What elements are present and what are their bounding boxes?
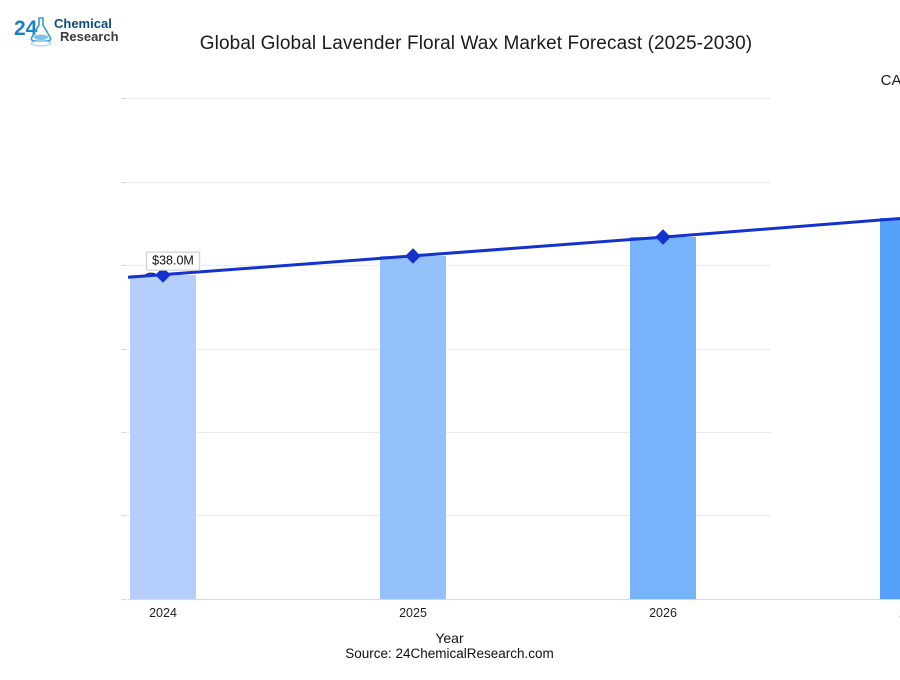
x-axis-tick-label-2024: 2024 (149, 606, 177, 620)
gridline (128, 515, 771, 517)
gridline (128, 431, 771, 433)
y-axis-tick-mark (121, 515, 127, 517)
x-axis-tick-label-2026: 2026 (649, 606, 677, 620)
bar-2027[interactable] (880, 217, 900, 599)
source-note: Source: 24ChemicalResearch.com (345, 646, 554, 661)
y-axis-tick-mark (121, 348, 127, 350)
plot-area: Market Size (USD Million) $0.0M$9.8M$19.… (121, 98, 900, 661)
x-axis-title: Year (435, 630, 464, 646)
trend-line (128, 217, 900, 279)
brand-logo[interactable]: 24 Chemical Research (14, 13, 126, 47)
bar-2025[interactable] (380, 255, 446, 599)
bar-2026[interactable] (630, 237, 696, 599)
gridline (128, 348, 771, 350)
series-clip (128, 98, 900, 599)
x-axis-line (128, 599, 900, 600)
gridline (128, 181, 771, 183)
y-axis-tick-mark (121, 181, 127, 183)
trend-line-series (128, 217, 900, 279)
gridline (128, 98, 771, 99)
svg-text:Research: Research (60, 29, 119, 44)
gridline (128, 265, 771, 267)
y-axis-tick-mark (121, 599, 127, 600)
y-axis-tick-mark (121, 265, 127, 267)
cagr-legend-label: CAGR (880, 72, 900, 89)
x-axis-tick-label-2025: 2025 (399, 606, 427, 620)
svg-text:Chemical: Chemical (54, 16, 112, 31)
bar-2024[interactable] (130, 274, 196, 599)
svg-text:24: 24 (14, 17, 38, 40)
chemical-research-logo-icon: 24 Chemical Research (14, 16, 119, 47)
chart-title: Global Global Lavender Floral Wax Market… (199, 33, 753, 54)
value-label-2024: $38.0M (146, 251, 200, 271)
y-axis-tick-mark (121, 431, 127, 433)
y-axis-tick-mark (121, 98, 127, 99)
